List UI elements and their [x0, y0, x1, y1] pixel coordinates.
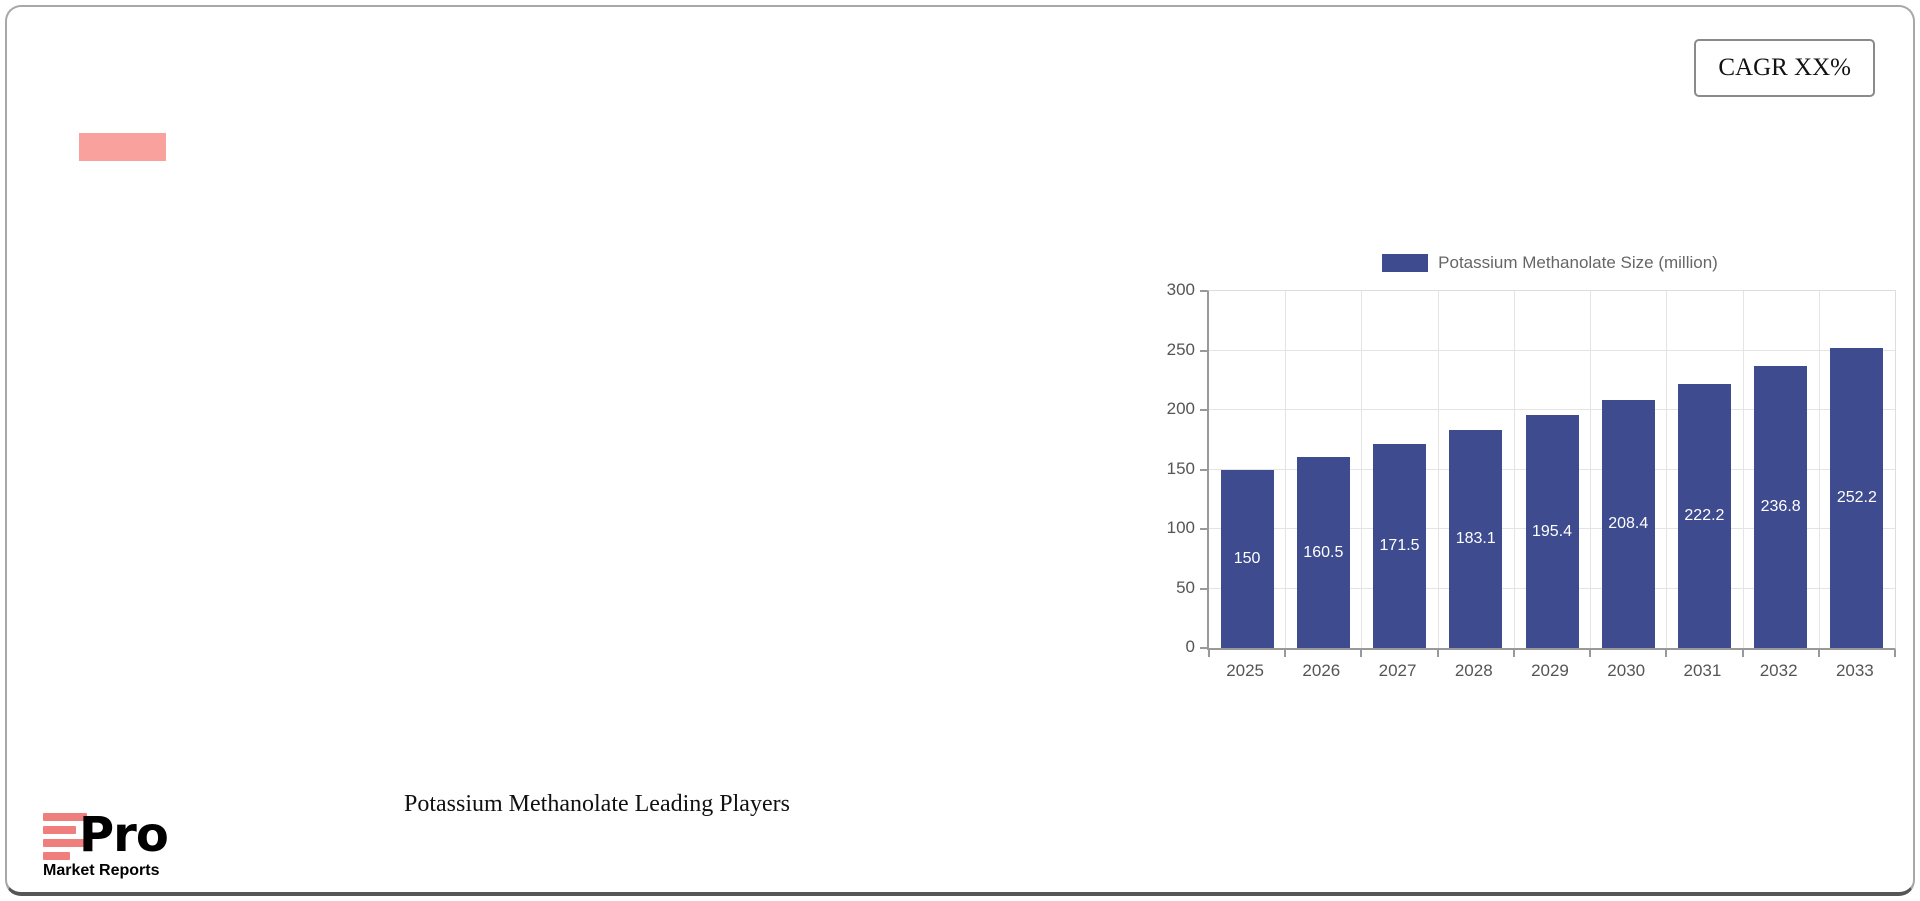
y-axis: 0 50 100 150 200 250 300 [1117, 280, 1195, 656]
bar-value-label: 183.1 [1455, 530, 1496, 548]
logo-tagline: Market Reports [43, 862, 160, 879]
gridline-v [1361, 291, 1363, 648]
bar-chart-plot: 150 160.5 171.5 183.1 195.4 208.4 222.2 236.8 25… [1200, 290, 1896, 657]
bar: 252.2 [1830, 347, 1884, 648]
x-tick [1817, 650, 1820, 657]
x-category-label: 2032 [1759, 661, 1798, 680]
y-tick-label: 250 [1166, 339, 1195, 359]
gridline-v [1285, 291, 1287, 648]
logo-row: Pro [43, 806, 169, 863]
y-tick-label: 0 [1185, 637, 1195, 656]
bar-value-label: 171.5 [1379, 536, 1420, 554]
bar: 222.2 [1677, 383, 1731, 648]
bar: 160.5 [1296, 457, 1350, 648]
gridline-h [1209, 349, 1895, 351]
y-tick [1200, 587, 1207, 590]
legend-label: Potassium Methanolate Size (million) [1438, 253, 1718, 272]
gridline-h [1209, 409, 1895, 410]
bar: 195.4 [1525, 415, 1579, 648]
x-category-label: 2031 [1683, 661, 1722, 680]
y-tick [1200, 349, 1207, 352]
bar: 236.8 [1754, 366, 1808, 648]
y-tick-label: 200 [1166, 399, 1195, 418]
bar: 171.5 [1373, 443, 1427, 648]
bar-value-label: 150 [1233, 549, 1261, 567]
x-tick [1436, 650, 1439, 657]
gridline-v [1666, 291, 1668, 648]
gridline-v [1742, 291, 1744, 648]
legend-swatch [1382, 254, 1429, 272]
x-category-label: 2025 [1226, 661, 1265, 680]
y-tick-label: 50 [1176, 577, 1195, 597]
pro-market-reports-logo: Pro Market Reports [43, 806, 169, 880]
y-tick-label: 100 [1166, 518, 1195, 537]
bar-value-label: 252.2 [1836, 488, 1877, 506]
report-page: CAGR XX% Potassium Methanolate Size (mil… [5, 5, 1915, 896]
x-tick [1589, 650, 1592, 657]
accent-bar [79, 133, 166, 161]
x-category-label: 2033 [1835, 661, 1874, 680]
y-tick-label: 150 [1166, 458, 1195, 478]
x-category-label: 2029 [1531, 661, 1569, 680]
y-tick [1200, 647, 1207, 649]
y-tick [1200, 290, 1207, 292]
bar-value-label: 222.2 [1684, 506, 1725, 524]
x-tick [1665, 650, 1668, 657]
y-tick [1200, 528, 1207, 530]
gridline-v [1437, 291, 1439, 648]
chart-subtitle: Potassium Methanolate Leading Players [404, 791, 790, 817]
bar-value-label: 236.8 [1760, 498, 1801, 516]
x-tick [1208, 650, 1210, 657]
x-category-label: 2030 [1607, 661, 1646, 680]
logo-bars-icon [43, 813, 87, 860]
y-tick [1200, 409, 1207, 411]
x-tick [1284, 650, 1287, 657]
bar-value-label: 195.4 [1531, 522, 1573, 540]
x-tick [1512, 650, 1515, 657]
cagr-label: CAGR XX% [1718, 54, 1851, 81]
x-category-label: 2026 [1302, 661, 1341, 680]
gridline-v [1513, 291, 1515, 648]
x-tick [1894, 650, 1896, 657]
chart-legend: Potassium Methanolate Size (million) [1207, 253, 1893, 273]
bar: 208.4 [1601, 400, 1655, 648]
x-axis-labels: 2025 2026 2027 2028 2029 2030 2031 2032 2033 [1207, 661, 1893, 681]
gridline-v [1590, 291, 1592, 648]
bar-value-label: 208.4 [1608, 515, 1649, 532]
logo-name: Pro [79, 806, 169, 863]
bar-value-label: 160.5 [1303, 543, 1344, 561]
y-tick-label: 300 [1166, 280, 1195, 299]
cagr-badge: CAGR XX% [1694, 39, 1875, 97]
x-tick [1360, 650, 1363, 657]
gridline-v [1818, 291, 1820, 648]
x-tick [1741, 650, 1744, 657]
y-tick [1200, 468, 1207, 471]
x-category-label: 2028 [1454, 661, 1493, 680]
x-category-label: 2027 [1378, 661, 1417, 680]
bar: 183.1 [1449, 430, 1503, 648]
bar: 150 [1220, 469, 1274, 648]
